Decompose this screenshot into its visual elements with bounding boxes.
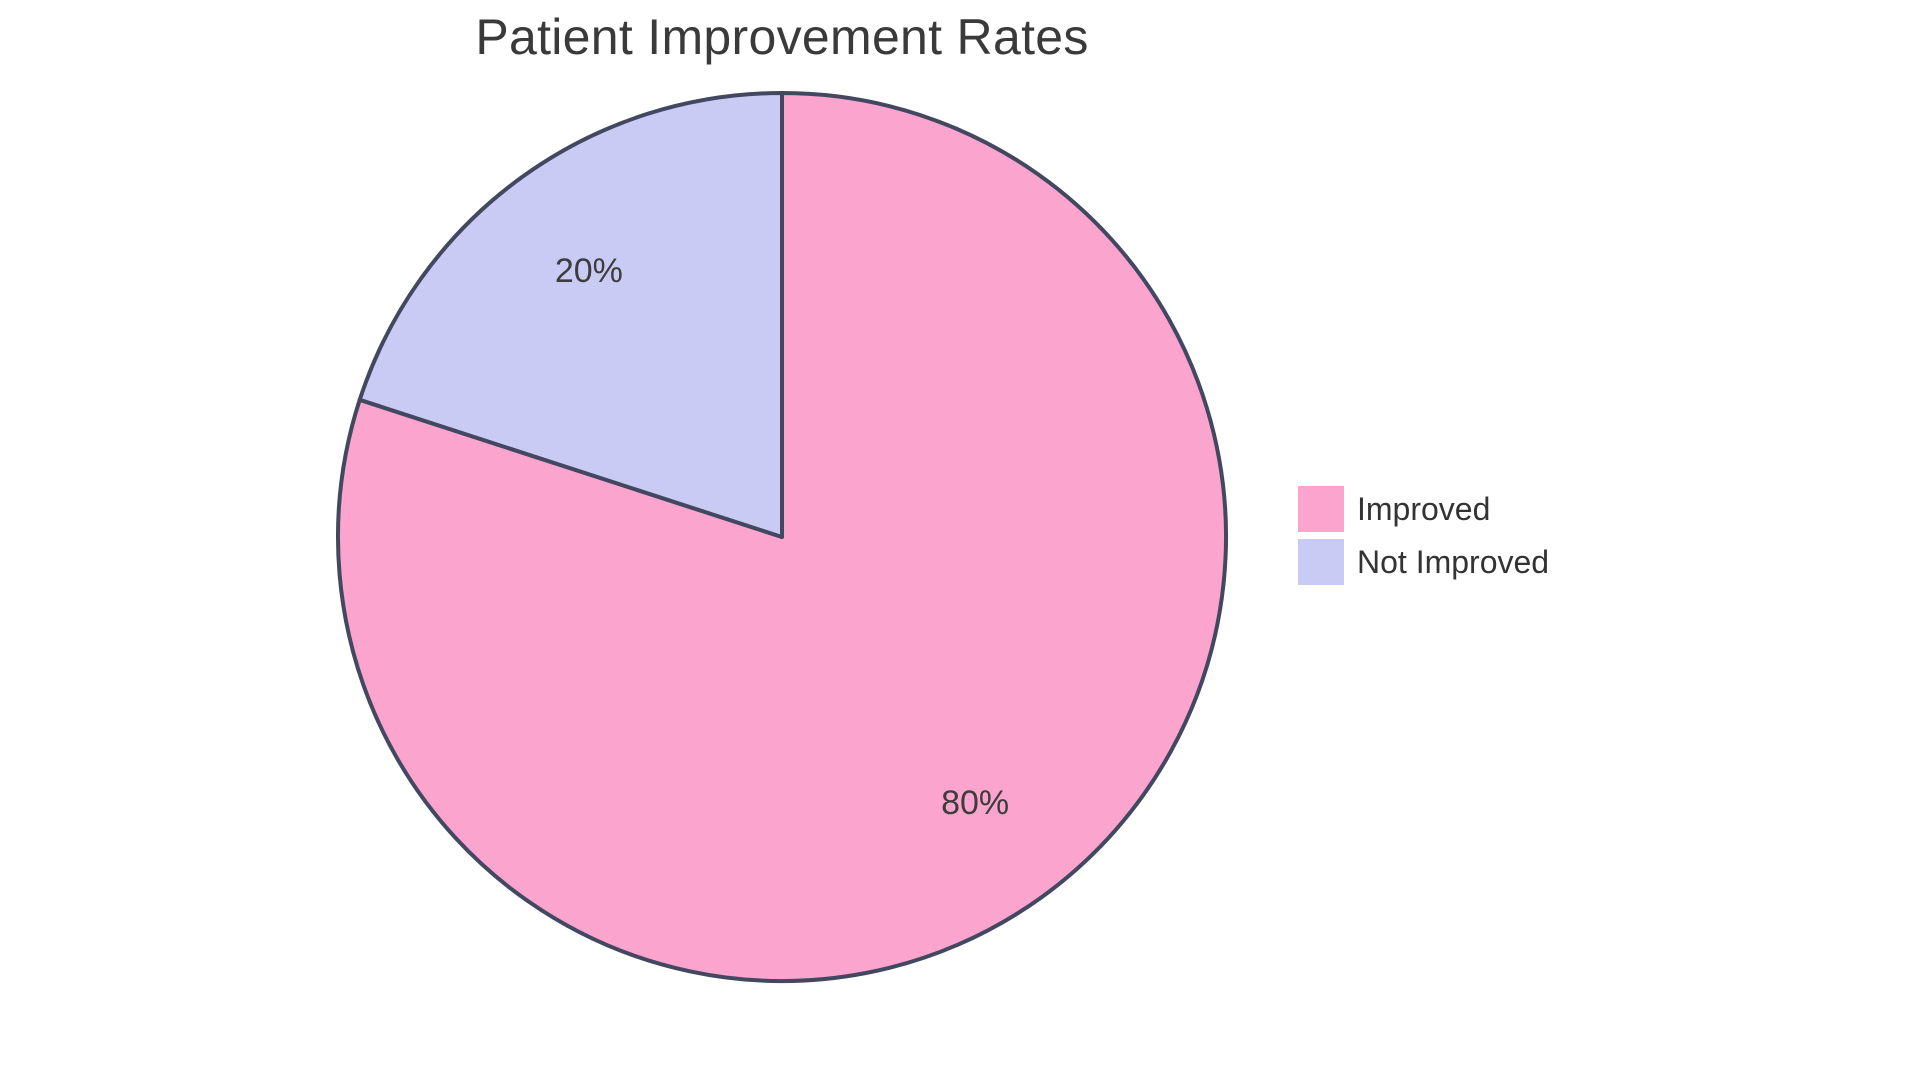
legend-swatch-not-improved [1298, 539, 1344, 585]
chart-legend: Improved Not Improved [1298, 486, 1549, 585]
legend-swatch-improved [1298, 486, 1344, 532]
legend-item-improved: Improved [1298, 486, 1549, 532]
legend-label-improved: Improved [1357, 490, 1491, 527]
legend-label-not-improved: Not Improved [1357, 543, 1550, 580]
pie-slice-not-improved [357, 91, 784, 539]
chart-title: Patient Improvement Rates [475, 9, 1089, 65]
legend-item-not-improved: Not Improved [1298, 539, 1549, 585]
pie-percent-label-not-improved: 20% [555, 252, 623, 290]
pie-percent-label-improved: 80% [941, 784, 1009, 822]
